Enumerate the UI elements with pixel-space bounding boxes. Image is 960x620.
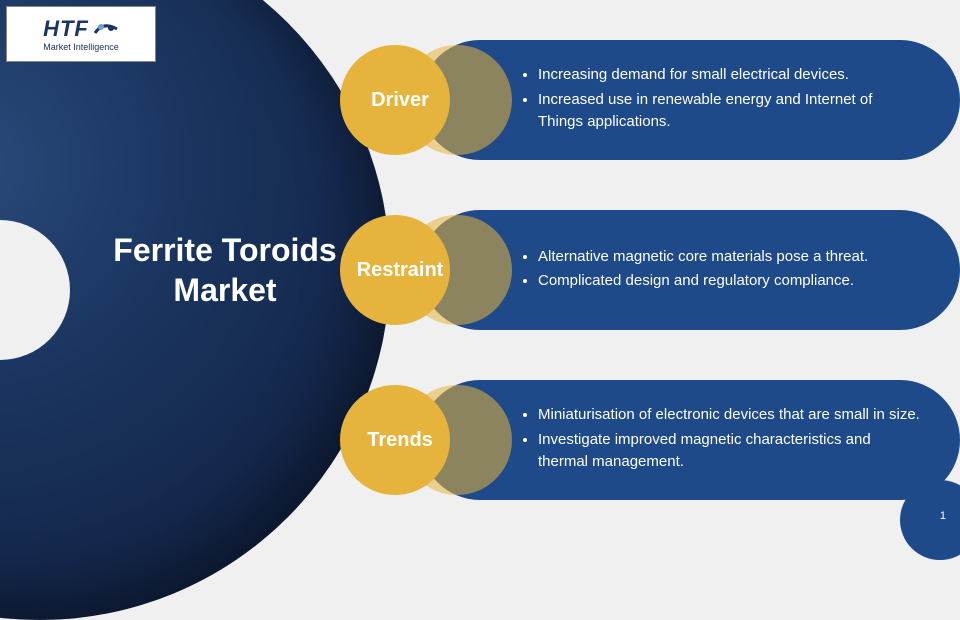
logo-top-text: HTF: [43, 16, 89, 42]
main-title: Ferrite Toroids Market: [90, 230, 360, 310]
category-row-restraint: Alternative magnetic core materials pose…: [340, 200, 960, 340]
driver-label: Driver: [340, 45, 460, 155]
trends-circles: Trends: [340, 370, 520, 510]
trends-bullets: Miniaturisation of electronic devices th…: [520, 404, 920, 476]
page-number: 1: [940, 510, 946, 522]
logo-bottom-text: Market Intelligence: [43, 42, 119, 52]
bullet-item: Increasing demand for small electrical d…: [538, 64, 920, 87]
htf-logo: HTF Market Intelligence: [6, 6, 156, 62]
driver-bullets: Increasing demand for small electrical d…: [520, 64, 920, 136]
restraint-circles: Restraint: [340, 200, 520, 340]
bullet-item: Complicated design and regulatory compli…: [538, 270, 868, 293]
restraint-bullets: Alternative magnetic core materials pose…: [520, 246, 868, 295]
trends-label: Trends: [340, 385, 460, 495]
bullet-item: Miniaturisation of electronic devices th…: [538, 404, 920, 427]
logo-swoosh-icon: [93, 19, 119, 39]
driver-circles: Driver: [340, 30, 520, 170]
category-row-driver: Increasing demand for small electrical d…: [340, 30, 960, 170]
bullet-item: Investigate improved magnetic characteri…: [538, 429, 920, 474]
bullet-item: Alternative magnetic core materials pose…: [538, 246, 868, 269]
bullet-item: Increased use in renewable energy and In…: [538, 89, 920, 134]
restraint-label: Restraint: [340, 215, 460, 325]
category-row-trends: Miniaturisation of electronic devices th…: [340, 370, 960, 510]
